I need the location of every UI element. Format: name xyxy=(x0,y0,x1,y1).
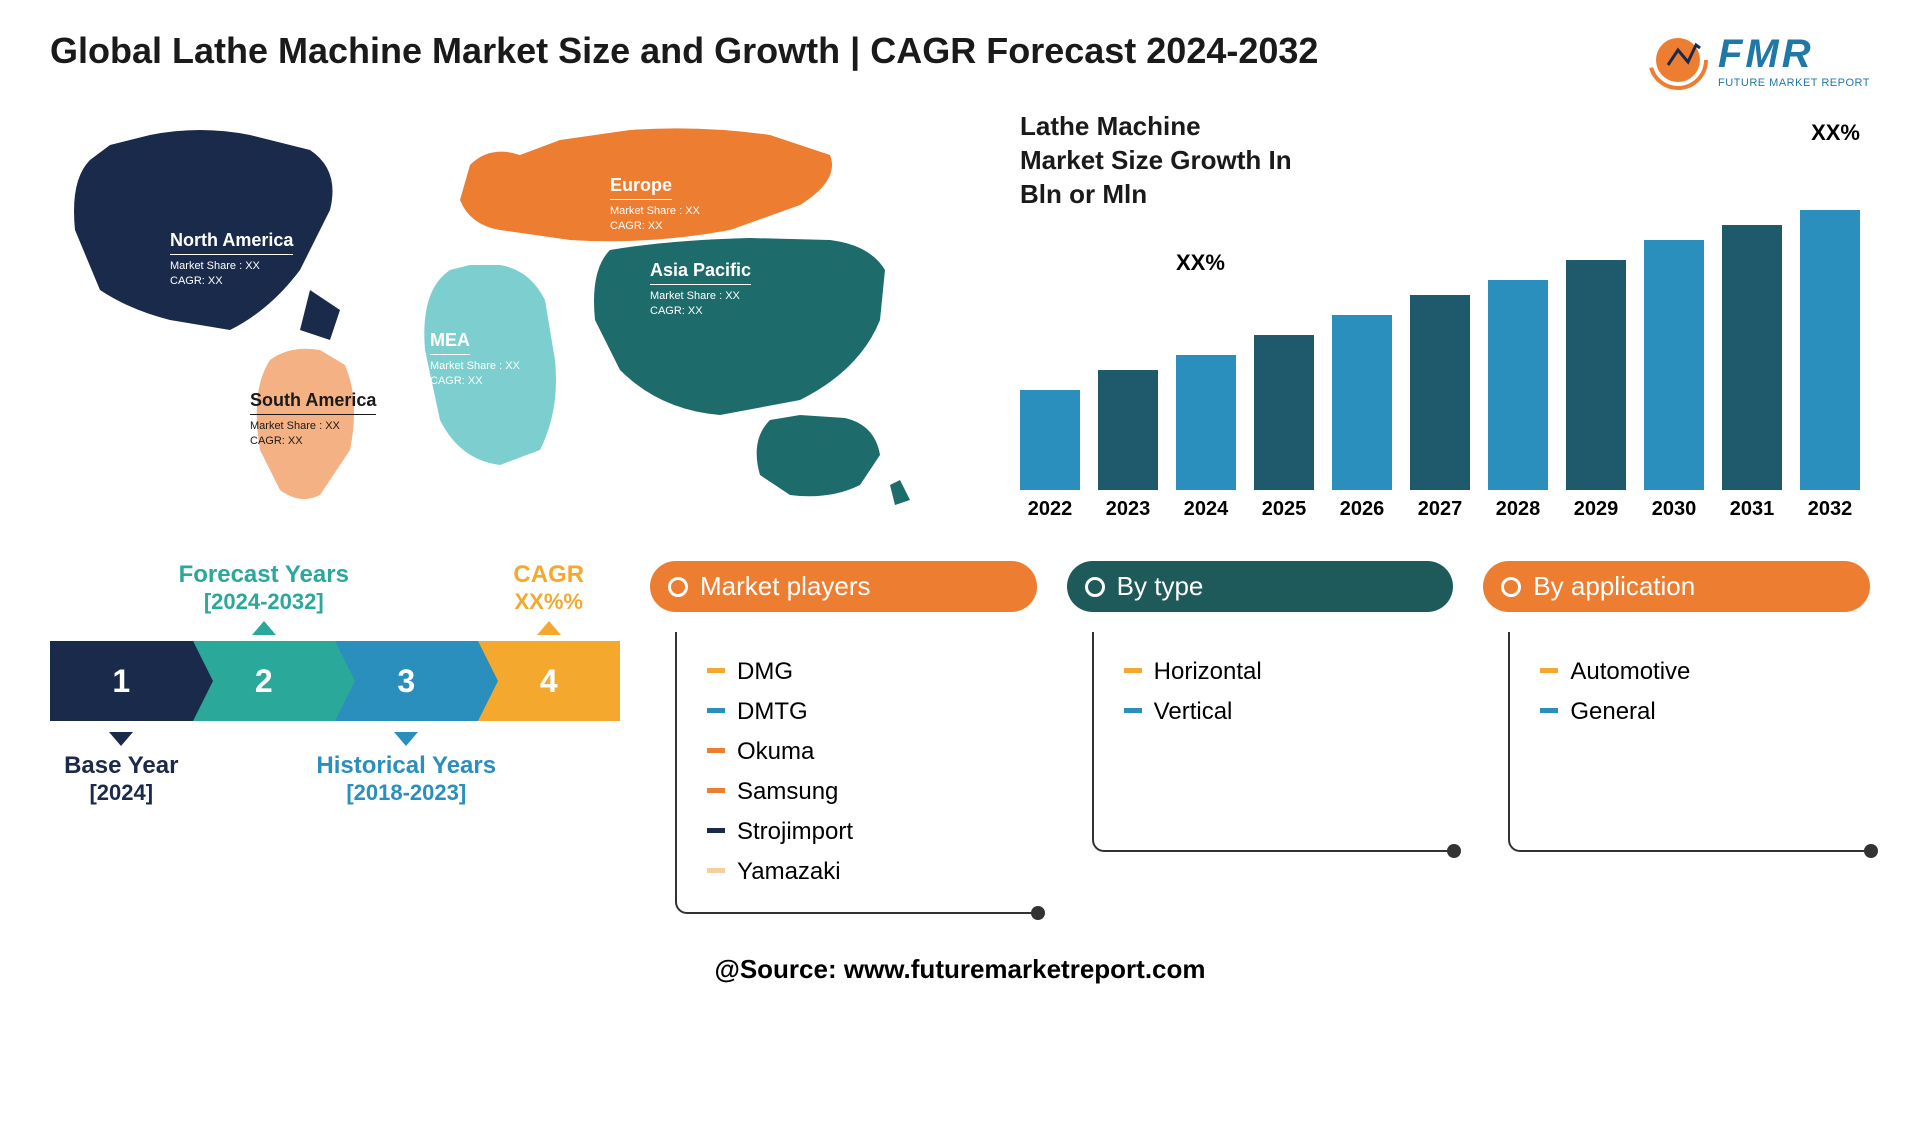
chart-title: Lathe Machine Market Size Growth In Bln … xyxy=(1020,110,1870,211)
map-svg xyxy=(50,110,950,510)
timeline: Base Year[2024]Forecast Years[2024-2032]… xyxy=(50,561,620,841)
list-item: Yamazaki xyxy=(707,852,1017,892)
world-map: North AmericaMarket Share : XXCAGR: XX So… xyxy=(50,110,950,510)
bar-2022: 2022 xyxy=(1020,390,1080,521)
bar-chart: Lathe Machine Market Size Growth In Bln … xyxy=(990,110,1870,521)
logo-text-main: FMR xyxy=(1718,32,1870,77)
list-item: General xyxy=(1540,692,1850,732)
header: Global Lathe Machine Market Size and Gro… xyxy=(50,30,1870,90)
logo: FMR FUTURE MARKET REPORT xyxy=(1648,30,1870,90)
category-header: Market players xyxy=(650,561,1037,612)
category-section: By type HorizontalVertical xyxy=(1067,561,1454,914)
bottom-row: Base Year[2024]Forecast Years[2024-2032]… xyxy=(50,561,1870,914)
fmr-logo-icon xyxy=(1648,30,1708,90)
category-header: By application xyxy=(1483,561,1870,612)
list-item: Samsung xyxy=(707,772,1017,812)
bar-2028: 2028 xyxy=(1488,280,1548,521)
timeline-step-4: 4 xyxy=(478,641,621,721)
logo-text-sub: FUTURE MARKET REPORT xyxy=(1718,77,1870,89)
bar-2024: 2024 xyxy=(1176,355,1236,521)
bar-2029: 2029 xyxy=(1566,260,1626,521)
timeline-step-1: 1 xyxy=(50,641,193,721)
timeline-annotation: Historical Years[2018-2023] xyxy=(316,726,496,806)
list-item: DMTG xyxy=(707,692,1017,732)
timeline-step-2: 2 xyxy=(193,641,336,721)
list-item: DMG xyxy=(707,652,1017,692)
category-list: DMGDMTGOkumaSamsungStrojimportYamazaki xyxy=(707,652,1017,892)
bars-container: 2022202320242025202620272028202920302031… xyxy=(1020,241,1870,521)
chart-label-end: XX% xyxy=(1811,120,1860,146)
timeline-annotation: Forecast Years[2024-2032] xyxy=(174,561,354,641)
timeline-annotation: CAGRXX%% xyxy=(459,561,639,641)
category-section: By application AutomotiveGeneral xyxy=(1483,561,1870,914)
bar-2027: 2027 xyxy=(1410,295,1470,521)
list-item: Vertical xyxy=(1124,692,1434,732)
main-row: North AmericaMarket Share : XXCAGR: XX So… xyxy=(50,110,1870,521)
category-section: Market players DMGDMTGOkumaSamsungStrojim… xyxy=(650,561,1037,914)
list-item: Automotive xyxy=(1540,652,1850,692)
bar-2026: 2026 xyxy=(1332,315,1392,521)
timeline-step-3: 3 xyxy=(335,641,478,721)
source-attribution: @Source: www.futuremarketreport.com xyxy=(50,954,1870,985)
category-header: By type xyxy=(1067,561,1454,612)
bar-2023: 2023 xyxy=(1098,370,1158,521)
category-list: HorizontalVertical xyxy=(1124,652,1434,732)
region-label-asia-pacific: Asia PacificMarket Share : XXCAGR: XX xyxy=(650,260,751,320)
region-label-north-america: North AmericaMarket Share : XXCAGR: XX xyxy=(170,230,293,290)
categories: Market players DMGDMTGOkumaSamsungStrojim… xyxy=(650,561,1870,914)
region-label-south-america: South AmericaMarket Share : XXCAGR: XX xyxy=(250,390,376,450)
bar-2032: 2032 xyxy=(1800,210,1860,521)
region-label-europe: EuropeMarket Share : XXCAGR: XX xyxy=(610,175,700,235)
timeline-bar: 1234 xyxy=(50,641,620,721)
region-label-mea: MEAMarket Share : XXCAGR: XX xyxy=(430,330,520,390)
bar-2030: 2030 xyxy=(1644,240,1704,521)
list-item: Strojimport xyxy=(707,812,1017,852)
category-list: AutomotiveGeneral xyxy=(1540,652,1850,732)
list-item: Horizontal xyxy=(1124,652,1434,692)
list-item: Okuma xyxy=(707,732,1017,772)
timeline-annotation: Base Year[2024] xyxy=(31,726,211,806)
page-title: Global Lathe Machine Market Size and Gro… xyxy=(50,30,1318,72)
bar-2025: 2025 xyxy=(1254,335,1314,521)
bar-2031: 2031 xyxy=(1722,225,1782,521)
